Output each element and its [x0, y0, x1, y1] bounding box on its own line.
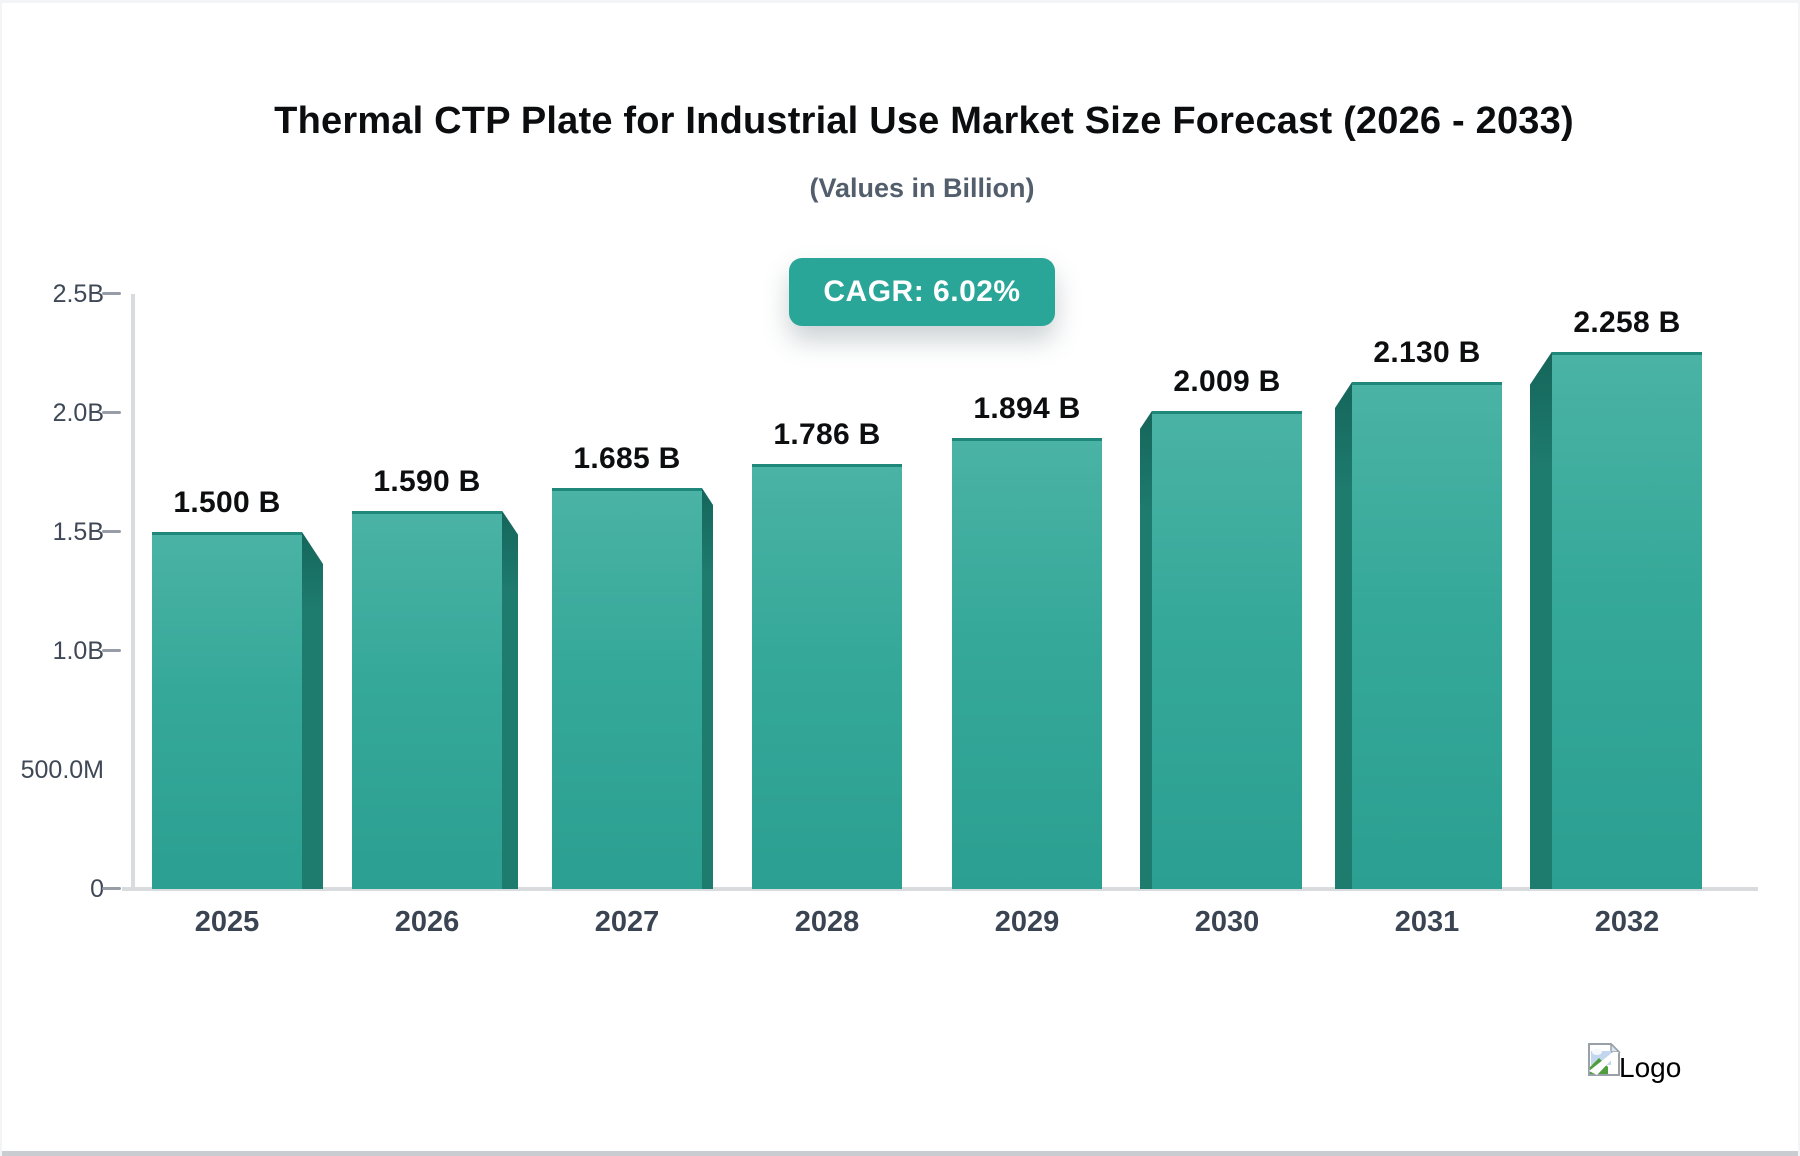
x-axis-category-label: 2027 — [594, 906, 660, 938]
logo: Logo — [1587, 1043, 1681, 1087]
window-bottom-edge — [2, 1151, 1798, 1156]
bar — [152, 532, 302, 889]
broken-image-icon — [1588, 1043, 1621, 1076]
y-axis-tick-mark — [102, 530, 121, 533]
bar — [1352, 382, 1502, 889]
bar — [752, 463, 902, 889]
x-axis-category-label: 2029 — [994, 906, 1060, 938]
x-axis-category-label: 2032 — [1594, 906, 1660, 938]
x-axis-category-label: 2028 — [794, 906, 860, 938]
y-axis-tick-label: 1.5B — [52, 518, 104, 546]
x-axis-line — [122, 887, 1758, 891]
y-axis-tick-mark — [102, 649, 121, 652]
bar-value-label: 1.500 B — [173, 486, 281, 519]
bar-3d-side — [1140, 410, 1152, 889]
x-axis-category-label: 2026 — [394, 906, 460, 938]
bar-3d-side — [1530, 351, 1552, 889]
y-axis-tick-label: 1.0B — [52, 637, 104, 665]
bar-value-label: 1.894 B — [973, 392, 1081, 426]
y-axis-tick-mark — [102, 887, 121, 890]
bar-value-label: 2.130 B — [1373, 336, 1481, 370]
x-axis-category-label: 2030 — [1194, 906, 1260, 938]
bar-value-label: 1.590 B — [373, 464, 481, 498]
bar-3d-side — [502, 510, 518, 889]
bar — [1552, 351, 1702, 889]
y-axis-tick-mark — [102, 292, 121, 295]
chart-title: Thermal CTP Plate for Industrial Use Mar… — [274, 100, 1574, 142]
logo-alt-text: Logo — [1619, 1052, 1682, 1083]
bar-value-label: 1.786 B — [773, 417, 881, 451]
bar — [952, 438, 1102, 889]
x-axis-category-label: 2025 — [194, 906, 260, 938]
bar — [352, 510, 502, 889]
y-axis-tick-label: 2.5B — [52, 280, 104, 308]
cagr-badge: CAGR: 6.02% — [789, 258, 1055, 326]
bar-3d-side — [702, 487, 713, 889]
y-axis-tick-label: 500.0M — [20, 756, 104, 784]
chart-subtitle: (Values in Billion) — [809, 173, 1035, 203]
y-axis-tick-mark — [102, 411, 121, 414]
y-axis-line — [131, 294, 135, 889]
bar-value-label: 2.009 B — [1173, 364, 1281, 398]
y-axis-tick-label: 0 — [90, 875, 104, 903]
bar-value-label: 2.258 B — [1573, 305, 1681, 339]
y-axis-tick-label: 2.0B — [52, 399, 104, 427]
cagr-badge-label: CAGR: 6.02% — [823, 275, 1021, 308]
bar — [1152, 410, 1302, 889]
bar-value-label: 1.685 B — [573, 441, 681, 475]
bar — [552, 487, 702, 889]
bar-3d-side — [302, 532, 323, 889]
bar-3d-side — [1335, 382, 1352, 889]
x-axis-category-label: 2031 — [1394, 906, 1460, 938]
